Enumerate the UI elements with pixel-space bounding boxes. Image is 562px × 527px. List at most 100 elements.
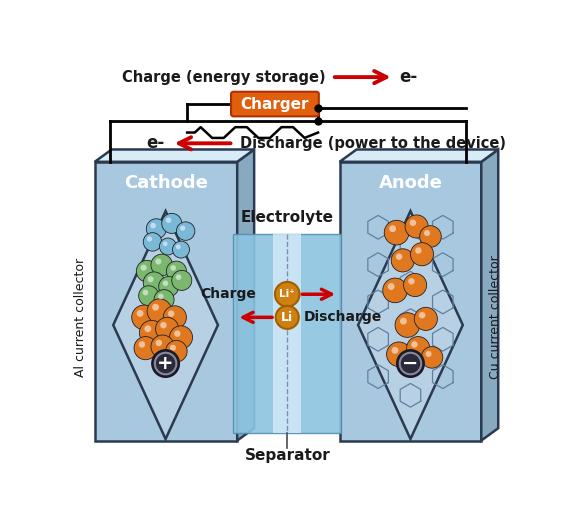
Circle shape (424, 230, 430, 236)
Circle shape (410, 242, 433, 266)
Circle shape (176, 275, 182, 280)
Circle shape (383, 278, 407, 302)
FancyBboxPatch shape (231, 92, 319, 116)
Circle shape (176, 245, 180, 249)
Circle shape (170, 326, 193, 349)
Text: Anode: Anode (379, 173, 442, 192)
Text: e-: e- (399, 68, 417, 86)
Text: Cathode: Cathode (124, 173, 207, 192)
Circle shape (152, 304, 159, 311)
Circle shape (162, 213, 182, 233)
Circle shape (139, 286, 158, 306)
Circle shape (404, 274, 427, 297)
Circle shape (276, 306, 299, 329)
Circle shape (391, 249, 414, 272)
Circle shape (151, 223, 156, 228)
Text: Li⁺: Li⁺ (279, 289, 295, 299)
Text: Al current collector: Al current collector (74, 258, 88, 377)
Polygon shape (273, 234, 301, 433)
Circle shape (134, 337, 157, 360)
Polygon shape (95, 162, 237, 441)
Circle shape (389, 225, 396, 232)
Circle shape (387, 342, 411, 367)
Circle shape (166, 218, 171, 223)
Circle shape (173, 241, 189, 258)
Circle shape (420, 226, 441, 247)
Text: Discharge (power to the device): Discharge (power to the device) (239, 136, 505, 151)
Circle shape (144, 325, 151, 332)
Circle shape (384, 220, 409, 245)
Circle shape (160, 238, 176, 255)
Circle shape (419, 312, 425, 318)
Circle shape (422, 347, 443, 368)
Circle shape (151, 254, 173, 276)
Text: −: − (402, 354, 419, 373)
Polygon shape (113, 211, 218, 439)
Polygon shape (339, 150, 498, 162)
Circle shape (388, 283, 395, 290)
Circle shape (168, 310, 174, 317)
Circle shape (275, 282, 300, 307)
Circle shape (147, 236, 152, 241)
Circle shape (143, 232, 162, 251)
Circle shape (392, 347, 398, 354)
Text: Separator: Separator (244, 448, 330, 463)
Text: Cu current collector: Cu current collector (488, 256, 502, 379)
Circle shape (400, 318, 407, 325)
Polygon shape (95, 150, 254, 162)
Circle shape (151, 335, 174, 358)
Text: +: + (157, 354, 174, 373)
Circle shape (415, 247, 422, 253)
Polygon shape (339, 162, 481, 441)
Circle shape (137, 260, 158, 282)
Circle shape (170, 345, 176, 351)
Polygon shape (481, 150, 498, 441)
Circle shape (164, 306, 187, 329)
Polygon shape (233, 234, 341, 433)
Circle shape (400, 353, 422, 374)
Circle shape (176, 222, 195, 240)
Text: Electrolyte: Electrolyte (241, 210, 334, 225)
Circle shape (132, 305, 156, 330)
Circle shape (406, 337, 430, 360)
Circle shape (148, 276, 153, 282)
Text: e-: e- (146, 134, 164, 152)
Circle shape (146, 219, 166, 239)
Text: Charger: Charger (241, 96, 309, 112)
Circle shape (154, 290, 174, 310)
Circle shape (160, 322, 167, 328)
Circle shape (155, 353, 176, 374)
Polygon shape (358, 211, 463, 439)
Circle shape (147, 299, 172, 324)
Circle shape (162, 280, 168, 286)
Circle shape (156, 317, 179, 340)
Circle shape (174, 330, 180, 337)
Circle shape (405, 215, 428, 238)
Circle shape (139, 320, 164, 345)
Circle shape (166, 340, 187, 362)
Circle shape (140, 265, 147, 271)
Circle shape (137, 310, 143, 317)
Circle shape (408, 278, 415, 285)
Circle shape (139, 341, 145, 348)
Circle shape (411, 341, 418, 348)
Text: Charge (energy storage): Charge (energy storage) (122, 70, 326, 85)
Text: Charge: Charge (201, 287, 256, 301)
Circle shape (396, 253, 402, 260)
Circle shape (170, 265, 176, 271)
Circle shape (156, 340, 162, 346)
Circle shape (143, 290, 148, 295)
Circle shape (395, 313, 420, 337)
Circle shape (166, 261, 187, 281)
Circle shape (163, 241, 167, 246)
Circle shape (410, 220, 416, 226)
Polygon shape (237, 150, 254, 441)
Circle shape (397, 350, 424, 377)
Circle shape (425, 351, 432, 357)
Circle shape (158, 277, 179, 297)
Circle shape (172, 270, 192, 290)
Circle shape (158, 294, 164, 299)
Circle shape (180, 226, 185, 231)
Circle shape (143, 272, 165, 294)
Text: Li: Li (281, 311, 293, 324)
